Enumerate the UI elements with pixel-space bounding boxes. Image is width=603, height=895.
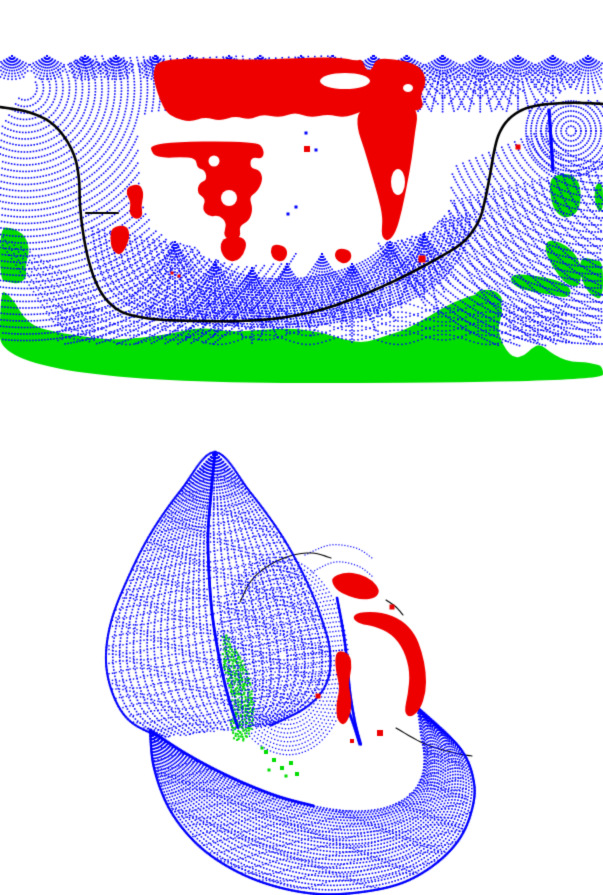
figure	[0, 0, 603, 895]
manifold-figure-canvas	[0, 0, 603, 895]
